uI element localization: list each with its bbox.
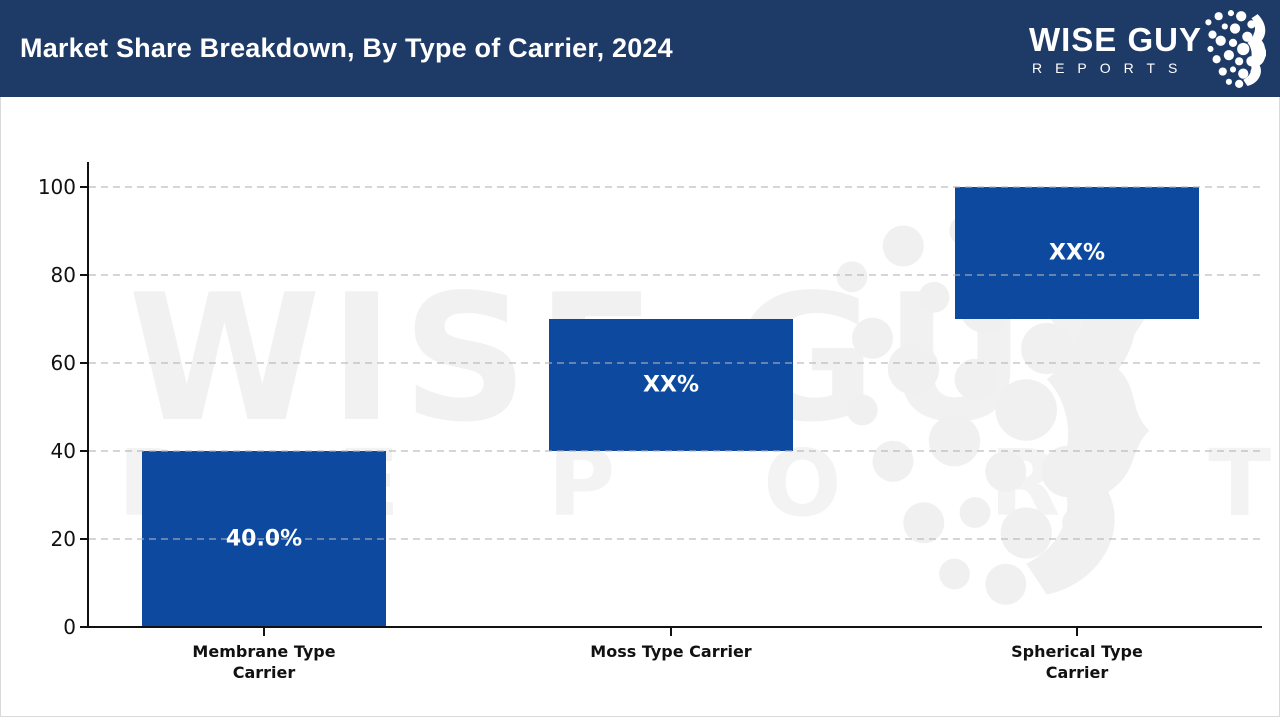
bar-value-label-2: XX% [643, 372, 699, 398]
y-tick-mark-0 [80, 626, 88, 628]
y-gridline-100 [89, 186, 1262, 188]
x-axis-line [87, 626, 1262, 628]
y-tick-label-20: 20 [50, 527, 76, 551]
brand-face-icon [1205, 9, 1266, 88]
bar-3 [955, 187, 1199, 319]
y-gridline-60 [89, 362, 1262, 364]
x-category-label-line: Membrane Type [192, 642, 336, 661]
x-category-label-line: Moss Type Carrier [590, 642, 752, 661]
x-category-label-line: Spherical Type [1011, 642, 1143, 661]
y-gridline-40 [89, 450, 1262, 452]
x-category-label-3: Spherical Type Carrier [917, 641, 1237, 683]
y-tick-label-100: 100 [37, 175, 76, 199]
y-tick-mark-20 [80, 538, 88, 540]
y-tick-label-60: 60 [50, 351, 76, 375]
x-tick-mark-2 [670, 628, 672, 636]
x-tick-mark-1 [263, 628, 265, 636]
brand-logo: WISE GUY REPORTS [1029, 8, 1266, 90]
x-category-label-1: Membrane Type Carrier [104, 641, 424, 683]
bar-value-label-3: XX% [1049, 240, 1105, 266]
y-axis-line [87, 162, 89, 628]
y-gridline-20 [89, 538, 1262, 540]
header-bar: Market Share Breakdown, By Type of Carri… [0, 0, 1280, 97]
brand-logo-text: WISE GUY REPORTS [1029, 23, 1202, 75]
y-gridline-80 [89, 274, 1262, 276]
bar-value-label-1: 40.0% [225, 526, 303, 552]
x-category-label-line: Carrier [1045, 663, 1109, 682]
y-tick-mark-80 [80, 274, 88, 276]
y-tick-label-0: 0 [63, 615, 76, 639]
brand-subname: REPORTS [1031, 59, 1191, 76]
y-tick-mark-40 [80, 450, 88, 452]
x-category-label-line: Carrier [232, 663, 296, 682]
brand-name: WISE GUY [1028, 20, 1202, 58]
y-tick-label-40: 40 [50, 439, 76, 463]
y-tick-label-80: 80 [50, 263, 76, 287]
bar-2 [549, 319, 793, 451]
y-tick-mark-60 [80, 362, 88, 364]
chart-title: Market Share Breakdown, By Type of Carri… [20, 33, 673, 63]
x-tick-mark-3 [1076, 628, 1078, 636]
x-category-label-2: Moss Type Carrier [511, 641, 831, 662]
y-tick-mark-100 [80, 186, 88, 188]
